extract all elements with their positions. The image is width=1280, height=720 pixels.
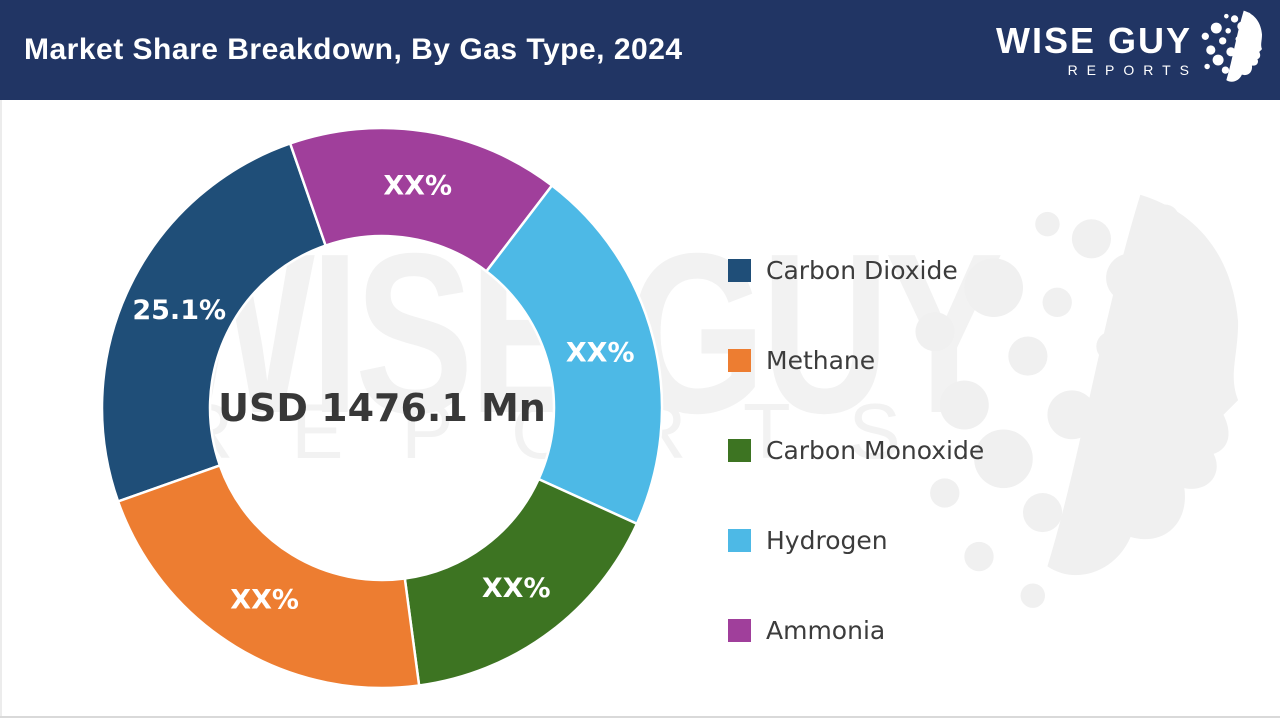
donut-chart: 25.1% XX% XX% XX% XX% xyxy=(100,126,664,690)
donut-slice-carbon-dioxide xyxy=(100,141,328,504)
legend-label: Carbon Dioxide xyxy=(766,255,958,285)
chart-canvas: WISE GUY REPORTS 25.1%XX%XX%XX%XX% USD 1… xyxy=(0,100,1280,716)
slice-label-ammonia: XX% xyxy=(383,170,452,201)
legend-swatch-icon xyxy=(728,348,751,372)
bottom-divider xyxy=(0,716,1280,718)
legend-swatch-icon xyxy=(728,258,751,282)
slice-label-hydrogen: XX% xyxy=(566,338,635,369)
legend-item-ammonia: Ammonia xyxy=(728,615,984,645)
legend-swatch-icon xyxy=(728,528,751,552)
legend-item-methane: Methane xyxy=(728,345,984,375)
wise-guy-logo: WISE GUY REPORTS xyxy=(996,8,1280,92)
slice-label-carbon-dioxide: 25.1% xyxy=(132,295,226,326)
page-title: Market Share Breakdown, By Gas Type, 202… xyxy=(24,33,683,66)
legend-swatch-icon xyxy=(728,618,751,642)
legend-label: Hydrogen xyxy=(766,525,888,555)
slice-label-methane: XX% xyxy=(230,585,299,616)
watermark-head-icon xyxy=(915,194,1239,608)
donut-slice-methane xyxy=(116,463,421,690)
legend-label: Carbon Monoxide xyxy=(766,435,985,465)
legend-swatch-icon xyxy=(728,438,751,462)
donut-slice-hydrogen xyxy=(484,183,664,526)
logo-face-icon xyxy=(1201,10,1262,82)
logo-wordmark: WISE GUY xyxy=(995,20,1192,61)
legend-item-hydrogen: Hydrogen xyxy=(728,525,984,555)
legend: Carbon Dioxide Methane Carbon Monoxide Hydr… xyxy=(728,255,984,645)
legend-item-carbon-dioxide: Carbon Dioxide xyxy=(728,255,984,285)
legend-item-carbon-monoxide: Carbon Monoxide xyxy=(728,435,984,465)
logo-subtitle: REPORTS xyxy=(1067,62,1198,78)
legend-label: Methane xyxy=(766,345,876,375)
center-value: USD 1476.1 Mn xyxy=(218,386,546,430)
legend-label: Ammonia xyxy=(766,615,886,645)
logo-text: WISE GUY REPORTS xyxy=(995,20,1192,78)
slice-label-carbon-monoxide: XX% xyxy=(482,573,551,604)
donut-slice-carbon-monoxide xyxy=(403,477,639,687)
page-header: Market Share Breakdown, By Gas Type, 202… xyxy=(0,0,1280,100)
watermark-reports: REPORTS xyxy=(177,392,959,470)
